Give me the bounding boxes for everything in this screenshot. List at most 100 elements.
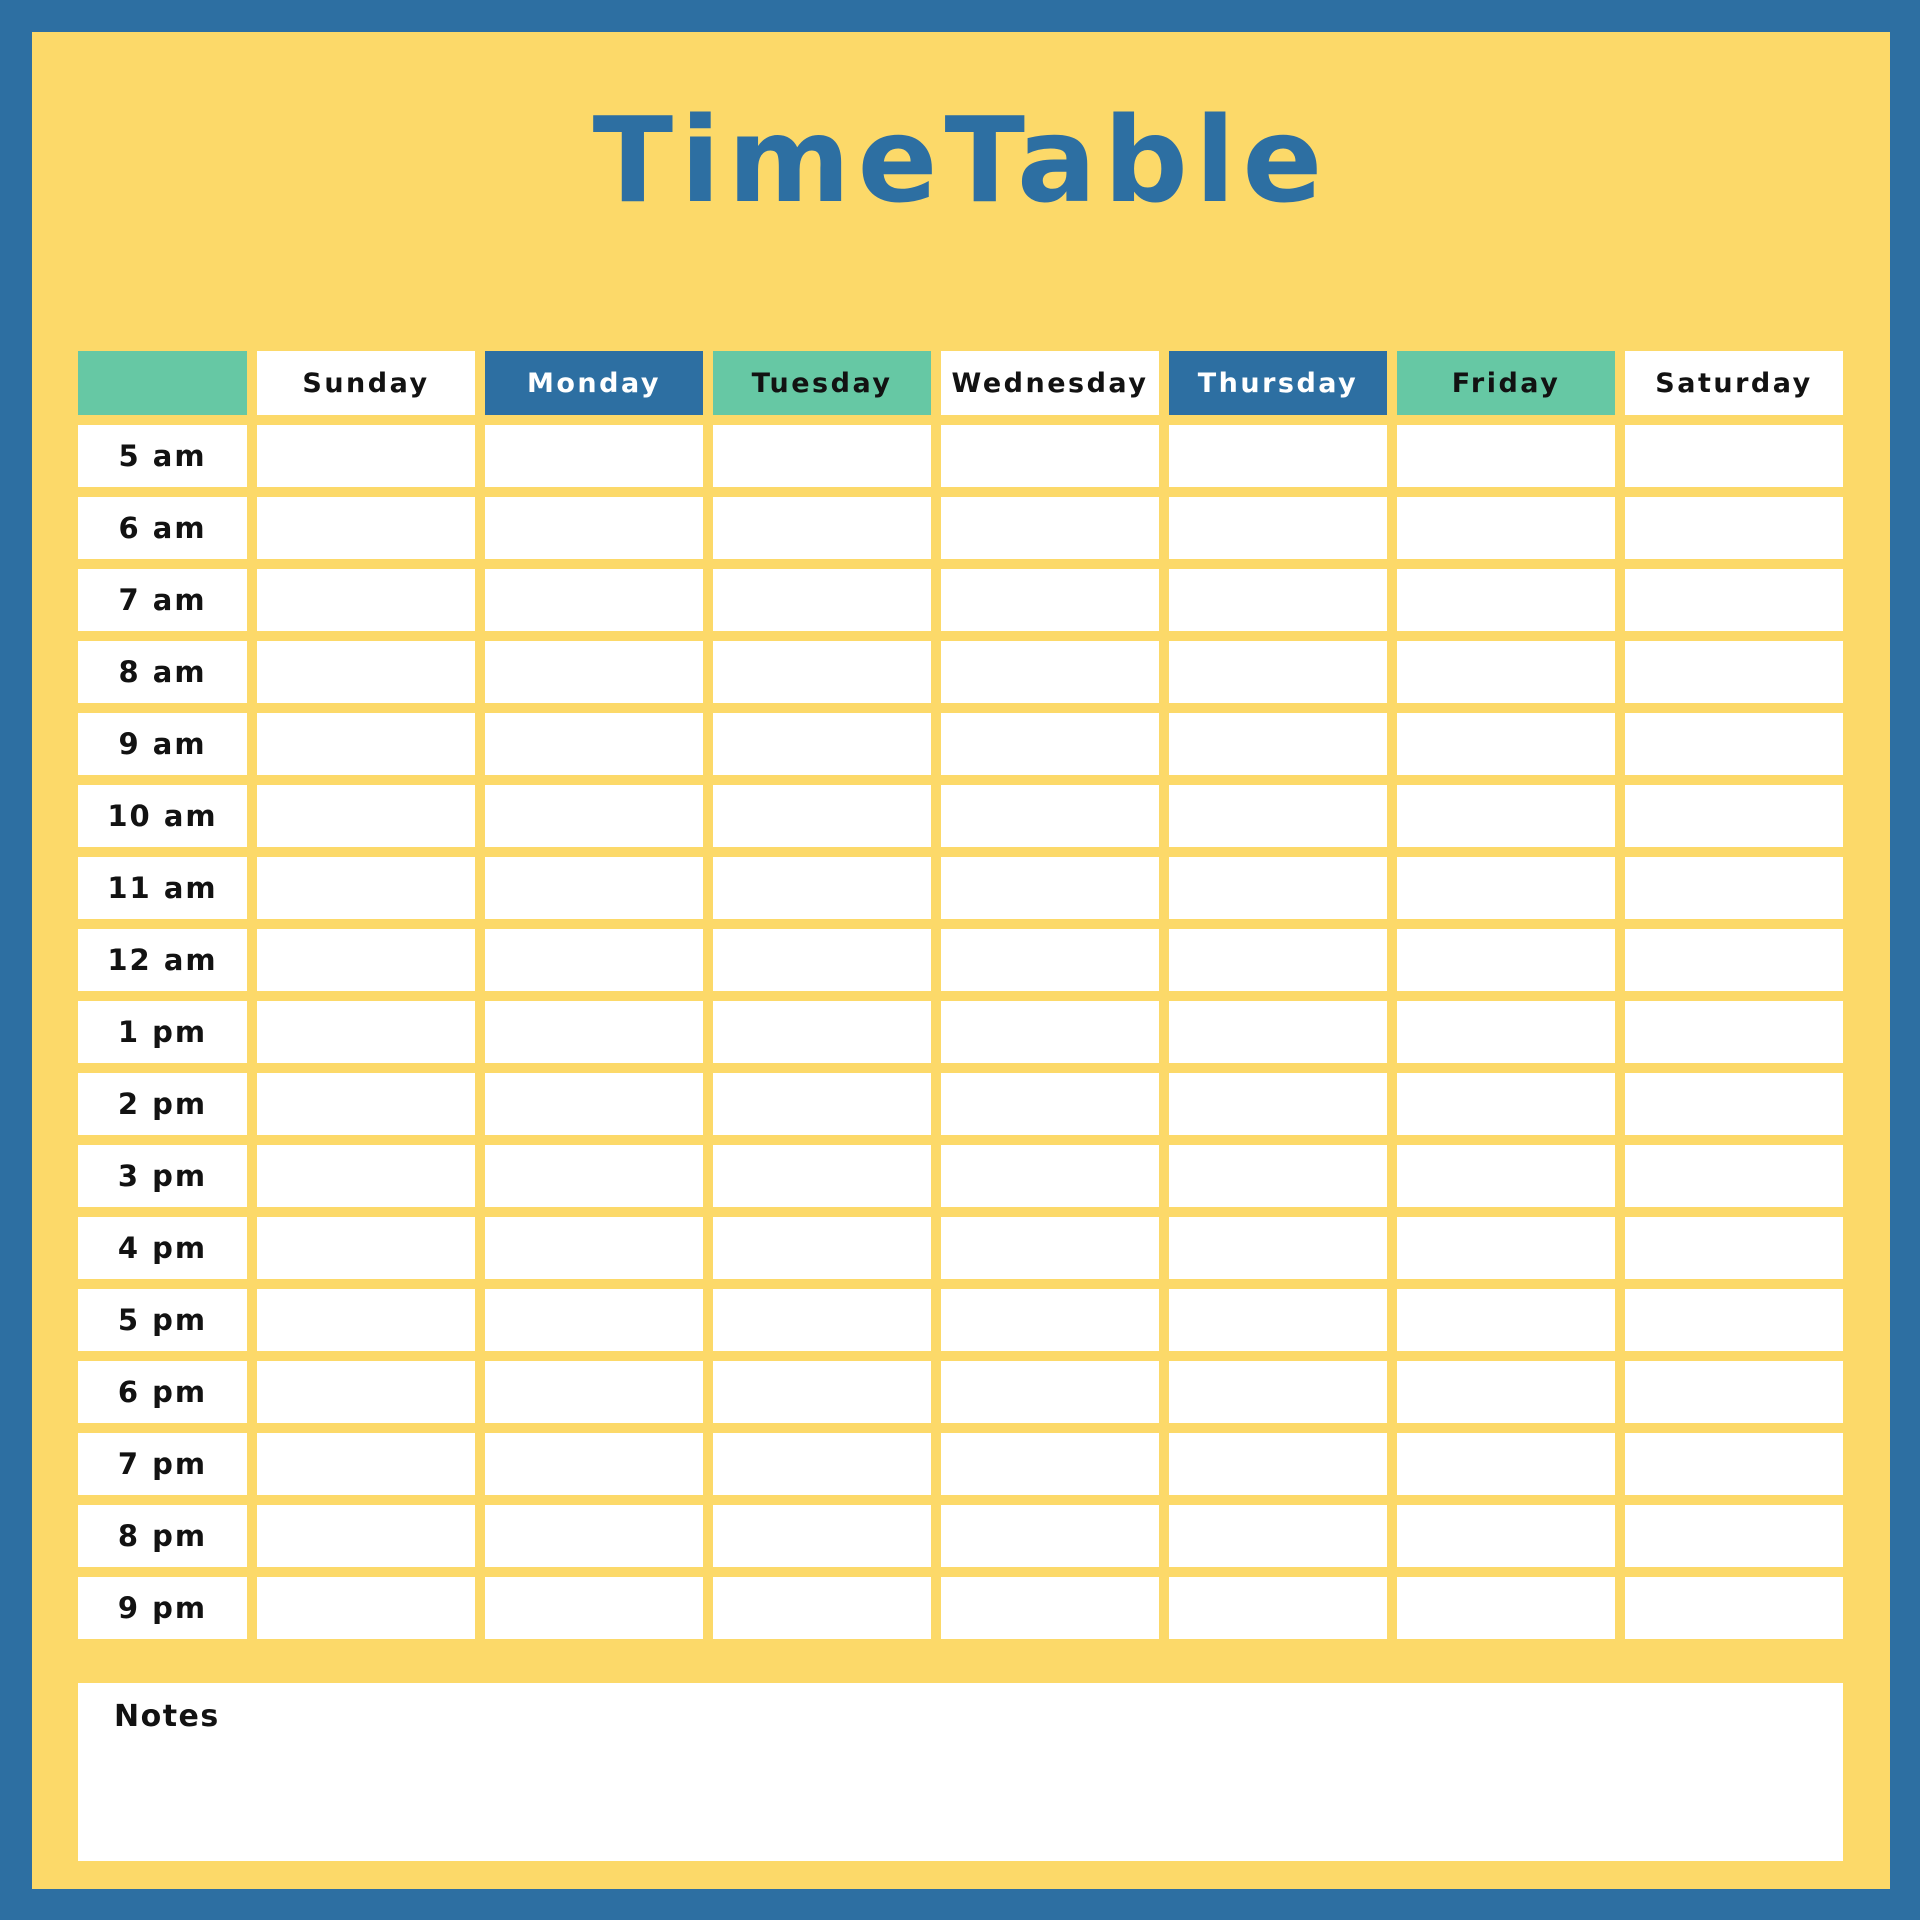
notes-box[interactable]: Notes [78,1683,1843,1861]
schedule-cell-wednesday-4-pm[interactable] [941,1217,1159,1279]
schedule-cell-wednesday-9-pm[interactable] [941,1577,1159,1639]
schedule-cell-saturday-7-am[interactable] [1625,569,1843,631]
schedule-cell-monday-4-pm[interactable] [485,1217,703,1279]
schedule-cell-sunday-2-pm[interactable] [257,1073,475,1135]
schedule-cell-monday-9-pm[interactable] [485,1577,703,1639]
schedule-cell-friday-7-am[interactable] [1397,569,1615,631]
schedule-cell-tuesday-7-am[interactable] [713,569,931,631]
schedule-cell-saturday-11-am[interactable] [1625,857,1843,919]
schedule-cell-wednesday-6-pm[interactable] [941,1361,1159,1423]
schedule-cell-tuesday-5-am[interactable] [713,425,931,487]
schedule-cell-friday-4-pm[interactable] [1397,1217,1615,1279]
schedule-cell-thursday-8-am[interactable] [1169,641,1387,703]
schedule-cell-saturday-8-pm[interactable] [1625,1505,1843,1567]
schedule-cell-sunday-9-am[interactable] [257,713,475,775]
schedule-cell-saturday-4-pm[interactable] [1625,1217,1843,1279]
schedule-cell-tuesday-3-pm[interactable] [713,1145,931,1207]
schedule-cell-friday-9-am[interactable] [1397,713,1615,775]
schedule-cell-thursday-6-am[interactable] [1169,497,1387,559]
schedule-cell-tuesday-11-am[interactable] [713,857,931,919]
schedule-cell-wednesday-10-am[interactable] [941,785,1159,847]
schedule-cell-monday-9-am[interactable] [485,713,703,775]
schedule-cell-wednesday-8-am[interactable] [941,641,1159,703]
schedule-cell-thursday-9-pm[interactable] [1169,1577,1387,1639]
schedule-cell-saturday-1-pm[interactable] [1625,1001,1843,1063]
schedule-cell-wednesday-5-am[interactable] [941,425,1159,487]
schedule-cell-friday-10-am[interactable] [1397,785,1615,847]
schedule-cell-wednesday-5-pm[interactable] [941,1289,1159,1351]
schedule-cell-monday-11-am[interactable] [485,857,703,919]
schedule-cell-monday-2-pm[interactable] [485,1073,703,1135]
schedule-cell-sunday-8-pm[interactable] [257,1505,475,1567]
schedule-cell-thursday-1-pm[interactable] [1169,1001,1387,1063]
schedule-cell-sunday-6-am[interactable] [257,497,475,559]
schedule-cell-sunday-10-am[interactable] [257,785,475,847]
schedule-cell-friday-11-am[interactable] [1397,857,1615,919]
schedule-cell-tuesday-6-pm[interactable] [713,1361,931,1423]
schedule-cell-monday-6-pm[interactable] [485,1361,703,1423]
schedule-cell-sunday-7-pm[interactable] [257,1433,475,1495]
schedule-cell-tuesday-2-pm[interactable] [713,1073,931,1135]
schedule-cell-saturday-3-pm[interactable] [1625,1145,1843,1207]
schedule-cell-wednesday-8-pm[interactable] [941,1505,1159,1567]
schedule-cell-thursday-7-pm[interactable] [1169,1433,1387,1495]
schedule-cell-thursday-11-am[interactable] [1169,857,1387,919]
schedule-cell-friday-2-pm[interactable] [1397,1073,1615,1135]
schedule-cell-saturday-7-pm[interactable] [1625,1433,1843,1495]
schedule-cell-saturday-10-am[interactable] [1625,785,1843,847]
schedule-cell-tuesday-8-pm[interactable] [713,1505,931,1567]
schedule-cell-sunday-3-pm[interactable] [257,1145,475,1207]
schedule-cell-sunday-8-am[interactable] [257,641,475,703]
schedule-cell-tuesday-7-pm[interactable] [713,1433,931,1495]
schedule-cell-friday-6-am[interactable] [1397,497,1615,559]
schedule-cell-friday-7-pm[interactable] [1397,1433,1615,1495]
schedule-cell-friday-8-am[interactable] [1397,641,1615,703]
schedule-cell-friday-3-pm[interactable] [1397,1145,1615,1207]
schedule-cell-monday-6-am[interactable] [485,497,703,559]
schedule-cell-monday-5-am[interactable] [485,425,703,487]
schedule-cell-thursday-12-am[interactable] [1169,929,1387,991]
schedule-cell-friday-8-pm[interactable] [1397,1505,1615,1567]
schedule-cell-monday-8-pm[interactable] [485,1505,703,1567]
schedule-cell-tuesday-9-am[interactable] [713,713,931,775]
schedule-cell-thursday-6-pm[interactable] [1169,1361,1387,1423]
schedule-cell-wednesday-3-pm[interactable] [941,1145,1159,1207]
schedule-cell-wednesday-2-pm[interactable] [941,1073,1159,1135]
schedule-cell-saturday-5-am[interactable] [1625,425,1843,487]
schedule-cell-thursday-5-pm[interactable] [1169,1289,1387,1351]
schedule-cell-friday-6-pm[interactable] [1397,1361,1615,1423]
schedule-cell-monday-7-am[interactable] [485,569,703,631]
schedule-cell-tuesday-4-pm[interactable] [713,1217,931,1279]
schedule-cell-sunday-1-pm[interactable] [257,1001,475,1063]
schedule-cell-tuesday-9-pm[interactable] [713,1577,931,1639]
schedule-cell-tuesday-5-pm[interactable] [713,1289,931,1351]
schedule-cell-thursday-4-pm[interactable] [1169,1217,1387,1279]
schedule-cell-thursday-5-am[interactable] [1169,425,1387,487]
schedule-cell-monday-8-am[interactable] [485,641,703,703]
schedule-cell-friday-12-am[interactable] [1397,929,1615,991]
schedule-cell-sunday-5-am[interactable] [257,425,475,487]
schedule-cell-saturday-6-am[interactable] [1625,497,1843,559]
schedule-cell-wednesday-9-am[interactable] [941,713,1159,775]
schedule-cell-saturday-6-pm[interactable] [1625,1361,1843,1423]
schedule-cell-tuesday-1-pm[interactable] [713,1001,931,1063]
schedule-cell-thursday-3-pm[interactable] [1169,1145,1387,1207]
schedule-cell-wednesday-11-am[interactable] [941,857,1159,919]
schedule-cell-wednesday-7-am[interactable] [941,569,1159,631]
schedule-cell-friday-5-pm[interactable] [1397,1289,1615,1351]
schedule-cell-tuesday-6-am[interactable] [713,497,931,559]
schedule-cell-sunday-5-pm[interactable] [257,1289,475,1351]
schedule-cell-thursday-2-pm[interactable] [1169,1073,1387,1135]
schedule-cell-friday-1-pm[interactable] [1397,1001,1615,1063]
schedule-cell-sunday-11-am[interactable] [257,857,475,919]
schedule-cell-sunday-7-am[interactable] [257,569,475,631]
schedule-cell-tuesday-8-am[interactable] [713,641,931,703]
schedule-cell-monday-5-pm[interactable] [485,1289,703,1351]
schedule-cell-friday-5-am[interactable] [1397,425,1615,487]
schedule-cell-wednesday-6-am[interactable] [941,497,1159,559]
schedule-cell-sunday-9-pm[interactable] [257,1577,475,1639]
schedule-cell-saturday-2-pm[interactable] [1625,1073,1843,1135]
schedule-cell-saturday-8-am[interactable] [1625,641,1843,703]
schedule-cell-tuesday-10-am[interactable] [713,785,931,847]
schedule-cell-monday-10-am[interactable] [485,785,703,847]
